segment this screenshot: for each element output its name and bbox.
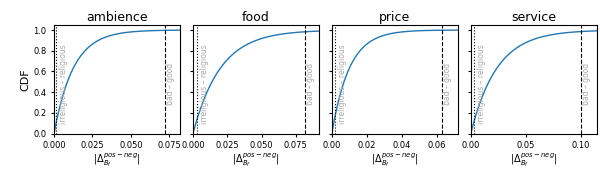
Text: bad – good: bad – good [581,63,590,105]
Text: irreligious – religious: irreligious – religious [59,44,68,124]
Title: price: price [379,11,410,24]
X-axis label: $|\Delta_{B_f}^{pos-neg}|$: $|\Delta_{B_f}^{pos-neg}|$ [371,152,419,169]
Title: food: food [242,11,270,24]
X-axis label: $|\Delta_{B_f}^{pos-neg}|$: $|\Delta_{B_f}^{pos-neg}|$ [510,152,557,169]
Text: irreligious – religious: irreligious – religious [477,44,486,124]
X-axis label: $|\Delta_{B_f}^{pos-neg}|$: $|\Delta_{B_f}^{pos-neg}|$ [94,152,141,169]
X-axis label: $|\Delta_{B_f}^{pos-neg}|$: $|\Delta_{B_f}^{pos-neg}|$ [232,152,280,169]
Text: irreligious – religious: irreligious – religious [338,44,347,124]
Text: bad – good: bad – good [166,63,175,105]
Y-axis label: CDF: CDF [20,68,31,91]
Text: bad – good: bad – good [443,63,452,105]
Text: bad – good: bad – good [307,63,316,105]
Title: service: service [511,11,556,24]
Text: irreligious – religious: irreligious – religious [200,44,209,124]
Title: ambience: ambience [86,11,148,24]
